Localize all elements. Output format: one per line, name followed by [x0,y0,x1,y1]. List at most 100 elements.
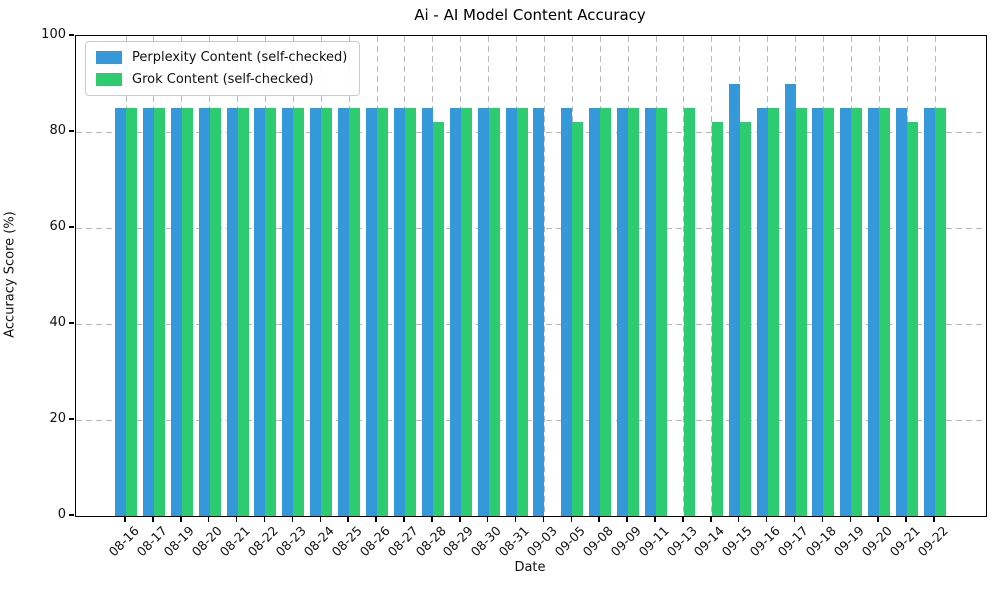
x-tick-09-18 [821,516,824,522]
bar-grok-09-11 [656,108,668,516]
bar-grok-09-18 [823,108,835,516]
x-tick-09-22 [933,516,935,522]
bar-grok-08-22 [265,108,277,516]
x-tick-08-17 [152,516,154,522]
legend-swatch-grok [96,73,122,86]
x-tick-label-09-18: 09-18 [802,523,840,560]
x-tick-09-21 [905,516,907,522]
bar-perplexity-08-22 [254,108,266,516]
x-tick-label-08-23: 08-23 [272,523,309,560]
plot-area: Perplexity Content (self-checked) Grok C… [75,35,987,517]
bar-grok-09-22 [935,108,946,516]
bar-grok-08-26 [377,108,389,516]
x-tick-label-09-21: 09-21 [886,523,923,560]
bar-perplexity-08-23 [282,108,294,516]
x-tick-label-08-17: 08-17 [133,523,170,560]
x-tick-08-16 [124,516,126,522]
x-tick-08-19 [180,516,182,522]
x-tick-08-20 [207,516,210,522]
bar-grok-08-30 [488,108,500,516]
x-tick-08-21 [235,516,238,522]
x-tick-label-09-20: 09-20 [858,523,895,560]
x-tick-label-09-11: 09-11 [635,523,672,560]
bar-perplexity-09-16 [756,108,768,516]
bar-grok-08-25 [349,108,361,516]
x-tick-label-09-13: 09-13 [663,523,700,560]
bar-perplexity-08-24 [310,108,322,516]
x-tick-08-25 [347,516,349,522]
bar-perplexity-09-09 [617,108,629,516]
bar-perplexity-08-20 [198,108,210,516]
bar-grok-08-19 [181,108,193,516]
bar-grok-08-28 [432,122,444,516]
bar-grok-09-19 [851,108,863,516]
x-tick-label-08-19: 08-19 [161,523,198,560]
bar-perplexity-08-29 [449,108,461,516]
x-tick-label-08-31: 08-31 [495,523,533,560]
bar-perplexity-09-20 [868,108,880,516]
bar-perplexity-09-05 [561,108,573,516]
x-tick-label-09-09: 09-09 [607,523,644,560]
bar-perplexity-09-08 [589,108,601,516]
bar-perplexity-08-21 [226,108,238,516]
bar-grok-08-21 [237,108,249,516]
x-tick-label-08-26: 08-26 [356,523,393,560]
legend: Perplexity Content (self-checked) Grok C… [85,41,361,96]
x-tick-08-28 [431,516,433,522]
bar-grok-09-20 [879,108,891,516]
bar-perplexity-08-27 [393,108,405,516]
x-tick-label-09-17: 09-17 [774,523,812,560]
x-tick-09-11 [654,516,656,522]
x-tick-08-22 [263,516,266,522]
gridline-h-20 [76,419,986,421]
bar-grok-09-16 [767,108,779,516]
legend-swatch-perplexity [96,51,122,64]
x-tick-08-31 [514,516,517,522]
x-tick-label-08-28: 08-28 [412,523,449,560]
bar-perplexity-08-31 [505,108,517,516]
x-tick-09-20 [877,516,879,522]
x-tick-label-08-27: 08-27 [384,523,421,560]
x-tick-label-09-19: 09-19 [830,523,867,560]
bar-grok-08-20 [209,108,221,516]
y-tick-label-20: 20 [49,411,66,426]
bar-perplexity-08-26 [366,108,378,516]
bar-grok-09-05 [572,122,584,516]
y-tick-80 [68,130,74,132]
bar-grok-09-13 [683,108,695,516]
y-tick-label-80: 80 [49,123,66,138]
bar-grok-08-31 [516,108,528,516]
x-tick-label-08-24: 08-24 [300,523,337,560]
bar-grok-09-17 [795,108,807,516]
y-tick-label-0: 0 [57,507,66,522]
bar-grok-08-24 [321,108,333,516]
x-tick-label-09-14: 09-14 [691,523,728,560]
bar-perplexity-09-17 [784,84,796,516]
bar-grok-09-14 [711,122,723,516]
x-tick-09-17 [793,516,796,522]
bar-perplexity-08-16 [115,108,126,516]
bar-perplexity-09-15 [728,84,740,516]
legend-label-perplexity: Perplexity Content (self-checked) [132,50,348,65]
x-tick-label-08-25: 08-25 [328,523,365,560]
bar-perplexity-08-30 [477,108,489,516]
x-tick-label-08-22: 08-22 [244,523,282,560]
x-tick-08-23 [291,516,294,522]
x-tick-09-13 [682,516,684,522]
x-tick-label-09-16: 09-16 [746,523,784,560]
gridline-h-60 [76,227,986,229]
bar-grok-09-08 [600,108,612,516]
x-tick-09-05 [570,516,573,522]
bar-perplexity-08-17 [142,108,154,516]
x-tick-label-08-21: 08-21 [216,523,254,560]
gridline-h-80 [76,131,986,133]
x-tick-label-08-20: 08-20 [188,523,226,560]
bar-perplexity-09-21 [896,108,908,516]
bar-grok-08-23 [293,108,305,516]
x-tick-09-19 [849,516,852,522]
bar-perplexity-08-28 [421,108,433,516]
x-tick-08-30 [486,516,489,522]
x-tick-09-08 [598,516,600,522]
y-tick-label-60: 60 [49,219,66,234]
